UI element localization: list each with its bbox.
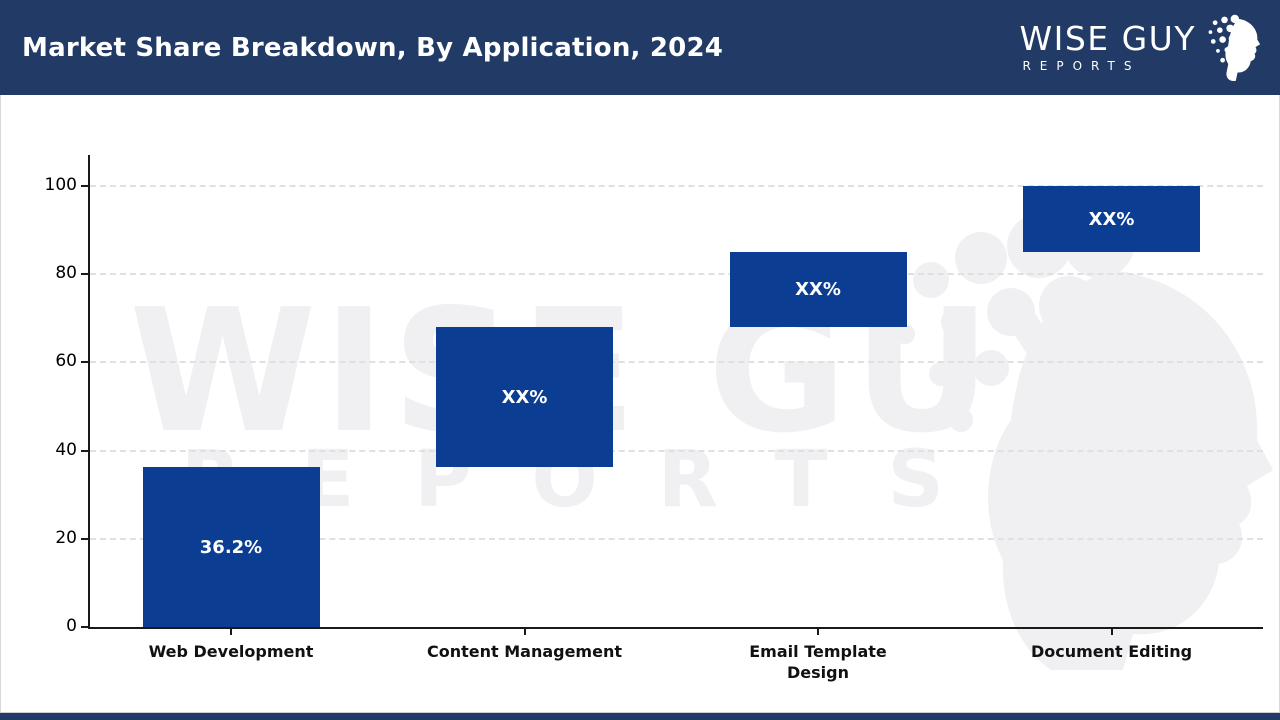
bar-value-label: 36.2% xyxy=(199,536,263,558)
gridline xyxy=(90,537,1263,540)
y-axis-tick xyxy=(81,361,89,364)
x-axis-line xyxy=(88,627,1263,629)
brand-subtitle: REPORTS xyxy=(1022,59,1141,73)
y-axis-tick xyxy=(81,626,89,628)
y-axis-tick xyxy=(81,185,89,187)
watermark-head-profile-icon xyxy=(887,210,1279,670)
bar: XX% xyxy=(436,327,613,468)
x-axis-tick xyxy=(230,627,232,635)
gridline xyxy=(90,361,1263,364)
bar-value-label: XX% xyxy=(1088,208,1135,230)
chart-region: WISE GUY REPORTS 0 20 40 60 80 100 36.2% Web De… xyxy=(0,95,1280,713)
x-category-label: Web Development xyxy=(148,642,314,661)
header-banner: Market Share Breakdown, By Application, … xyxy=(0,0,1280,95)
bar-value-label: XX% xyxy=(795,279,841,301)
bar: XX% xyxy=(1023,186,1200,253)
x-category-label: Email Template Design xyxy=(749,642,887,682)
y-axis-tick xyxy=(81,273,89,276)
brand-name: WISE GUY xyxy=(1019,19,1196,58)
y-tick-label: 80 xyxy=(55,263,77,284)
gridline xyxy=(90,449,1263,452)
y-tick-label: 60 xyxy=(55,351,77,372)
bar: 36.2% xyxy=(142,467,320,627)
y-tick-label: 20 xyxy=(55,527,77,548)
bar: XX% xyxy=(729,252,907,328)
page-title: Market Share Breakdown, By Application, … xyxy=(22,32,724,63)
y-axis-line xyxy=(88,155,90,629)
x-axis-tick xyxy=(817,627,819,635)
watermark-text-primary: WISE GUY xyxy=(129,273,1127,471)
x-axis-tick xyxy=(1110,627,1113,635)
y-axis-tick xyxy=(81,537,89,540)
y-tick-label: 100 xyxy=(44,175,77,195)
head-profile-logo-icon xyxy=(1208,14,1261,81)
gridline xyxy=(90,273,1263,276)
x-category-label: Content Management xyxy=(426,642,622,661)
gridline xyxy=(90,185,1263,187)
bar-value-label: XX% xyxy=(501,386,548,408)
plot-area: 0 20 40 60 80 100 36.2% Web Development XX% Conte… xyxy=(1,95,1279,712)
x-category-label: Document Editing xyxy=(1030,642,1193,661)
footer-accent-bar xyxy=(0,713,1280,720)
y-tick-label: 0 xyxy=(66,616,77,636)
y-tick-label: 40 xyxy=(55,439,77,460)
brand-logo-text: WISE GUY REPORTS xyxy=(1019,22,1196,73)
x-axis-tick xyxy=(523,627,526,635)
y-axis-tick xyxy=(81,449,89,452)
brand-logo: WISE GUY REPORTS xyxy=(1019,13,1262,83)
